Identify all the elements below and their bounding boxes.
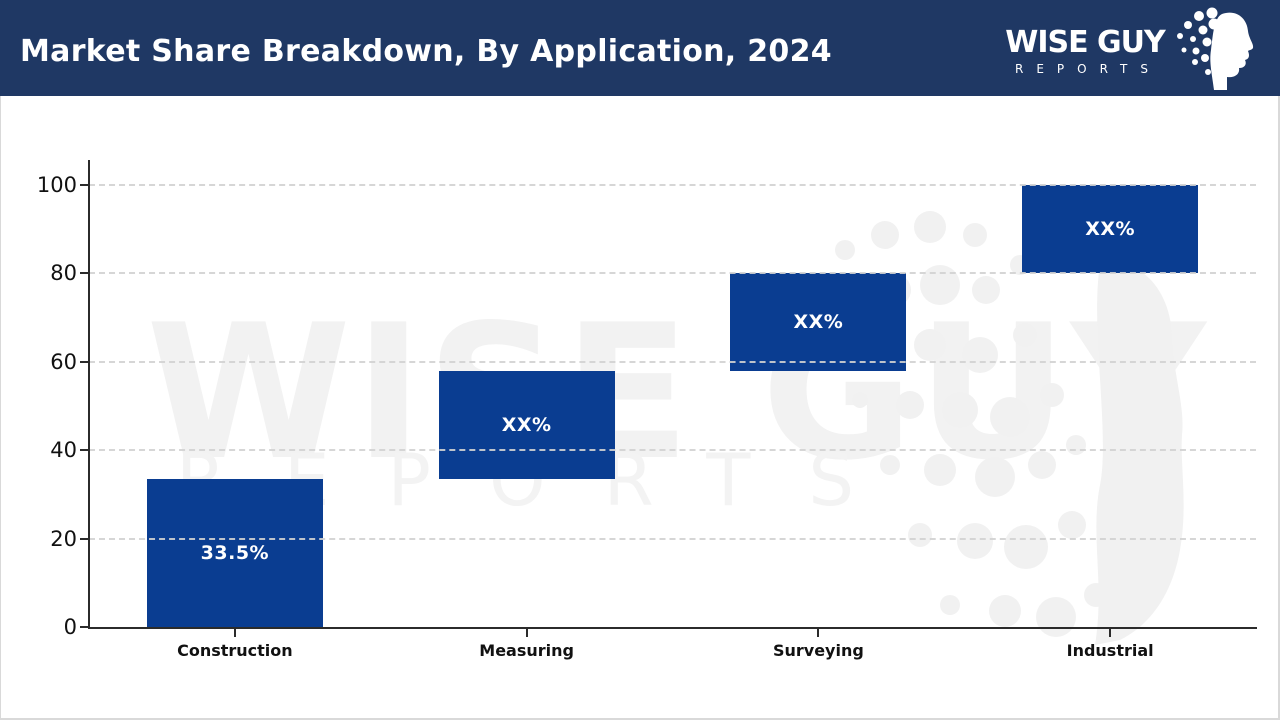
x-axis-category-label: Industrial [1066, 641, 1154, 660]
y-axis-tick [80, 449, 89, 452]
x-axis-tick [233, 629, 236, 637]
x-axis-line [88, 627, 1257, 629]
logo-subtitle: REPORTS [1014, 61, 1161, 76]
page-border-right [1278, 0, 1280, 720]
bar-segment: XX% [438, 370, 615, 479]
gridline [89, 184, 1256, 186]
x-axis-tick [817, 629, 820, 637]
y-axis-tick-label: 20 [50, 526, 77, 551]
y-axis-tick [80, 272, 89, 275]
y-axis-tick [80, 537, 89, 540]
bar-segment: XX% [730, 273, 907, 371]
x-axis-category-label: Measuring [479, 641, 574, 660]
x-axis-tick [1109, 629, 1112, 637]
gridline [89, 272, 1256, 275]
plot-area: 0 20 40 60 80 100 33.5% Construction XX% Measurin… [0, 96, 1280, 720]
gridline [89, 360, 1256, 363]
y-axis-tick-label: 40 [50, 438, 77, 463]
bar-segment: XX% [1022, 185, 1199, 274]
y-axis-tick [80, 184, 89, 186]
y-axis-tick-label: 80 [50, 261, 77, 286]
x-axis-tick [525, 629, 528, 637]
logo-wordmark: WISE GUY [1005, 24, 1166, 60]
y-axis-tick [80, 626, 89, 628]
logo-text: WISE GUY REPORTS [1000, 24, 1170, 76]
bar-value-label: XX% [793, 311, 844, 333]
page-border-bottom [0, 718, 1280, 720]
x-axis-category-label: Construction [177, 641, 293, 660]
page-title: Market Share Breakdown, By Application, … [20, 34, 832, 69]
y-axis-tick-label: 60 [50, 349, 77, 374]
logo-head-icon [1177, 7, 1254, 90]
gridline [89, 449, 1256, 452]
x-axis-category-label: Surveying [772, 641, 864, 660]
y-axis-tick [80, 360, 89, 363]
y-axis-tick-label: 100 [36, 173, 77, 197]
y-axis-line [88, 160, 90, 629]
wise-guy-reports-logo: WISE GUY REPORTS [1000, 4, 1268, 92]
gridline [89, 537, 1256, 540]
y-axis-tick-label: 0 [63, 615, 77, 639]
page-border-left [0, 0, 1, 720]
header: Market Share Breakdown, By Application, … [0, 0, 1280, 96]
bar-value-label: XX% [501, 413, 552, 436]
bar-segment: 33.5% [146, 478, 323, 627]
bar-value-label: XX% [1085, 218, 1136, 241]
bar-value-label: 33.5% [200, 541, 270, 564]
